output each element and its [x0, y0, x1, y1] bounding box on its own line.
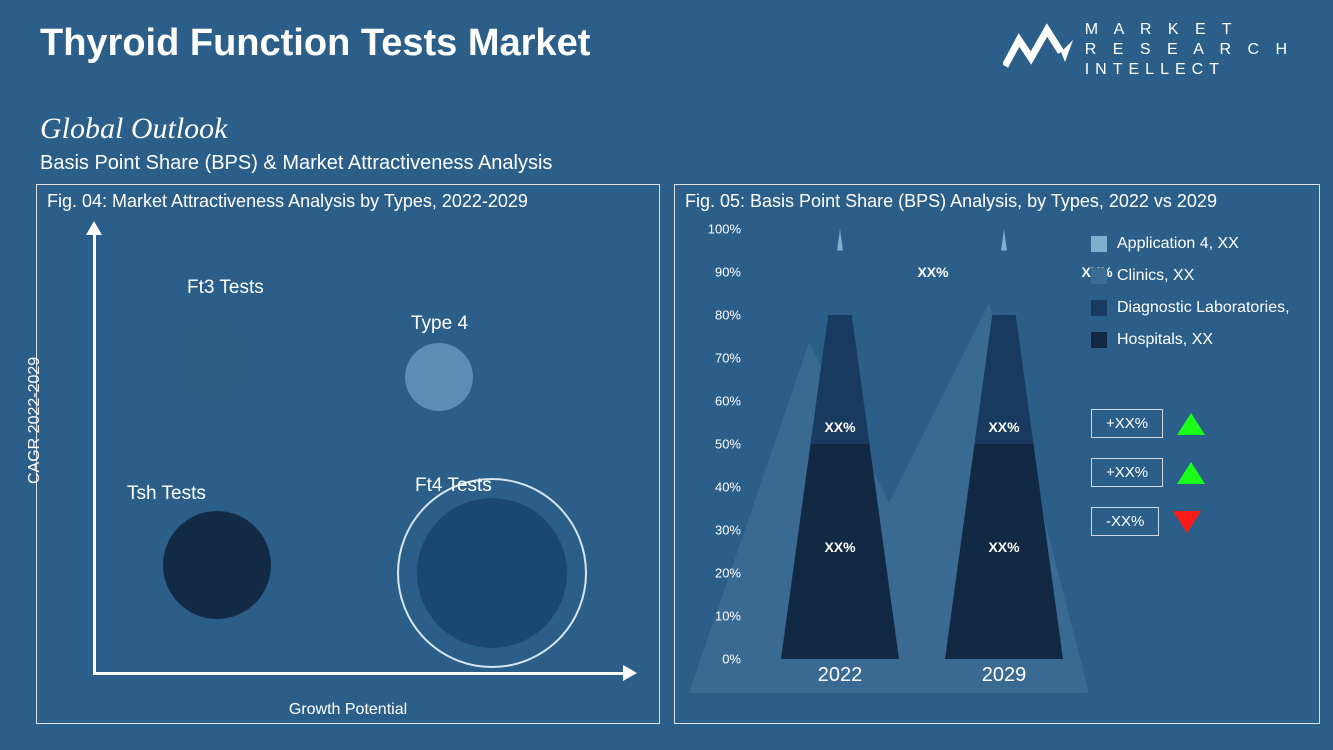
subtitle-global-outlook: Global Outlook [40, 112, 228, 146]
page-title: Thyroid Function Tests Market [40, 22, 590, 65]
fig05-change-value: +XX% [1091, 409, 1163, 438]
fig05-legend: Application 4, XX Clinics, XX Diagnostic L… [1091, 235, 1311, 536]
fig05-ytick: 60% [705, 394, 741, 409]
fig04-bubble-label: Ft4 Tests [415, 475, 492, 497]
fig05-change-row: -XX% [1091, 507, 1311, 536]
fig05-cone-xlabel: 2022 [781, 664, 899, 687]
fig04-bubble-label: Type 4 [411, 313, 468, 335]
fig05-change-value: +XX% [1091, 458, 1163, 487]
subtitle-bps: Basis Point Share (BPS) & Market Attract… [40, 152, 552, 175]
fig05-segment-pct: XX% [917, 264, 948, 280]
logo-text-l1: M A R K E T [1085, 20, 1293, 40]
fig05-legend-item: Hospitals, XX [1091, 331, 1311, 349]
fig04-y-axis-label: CAGR 2022-2029 [26, 357, 44, 484]
logo-text-l3: INTELLECT [1085, 60, 1293, 80]
fig05-cone [945, 229, 1063, 659]
logo-icon [1003, 22, 1075, 78]
fig05-segment-pct: XX% [824, 539, 855, 555]
fig05-ytick: 30% [705, 523, 741, 538]
fig05-ytick: 50% [705, 437, 741, 452]
fig04-bubble [168, 316, 256, 404]
fig05-cone [781, 229, 899, 659]
legend-swatch-icon [1091, 332, 1107, 348]
fig05-segment-pct: XX% [988, 419, 1019, 435]
fig05-ytick: 10% [705, 609, 741, 624]
fig04-panel: Fig. 04: Market Attractiveness Analysis … [36, 184, 660, 724]
fig04-y-axis [93, 227, 96, 675]
triangle-down-icon [1173, 511, 1201, 533]
fig05-chart-area: 0%10%20%30%40%50%60%70%80%90%100%XX%XX%X… [689, 229, 1089, 689]
fig05-cone-segment [828, 251, 852, 316]
fig05-legend-item: Clinics, XX [1091, 267, 1311, 285]
brand-logo: M A R K E T R E S E A R C H INTELLECT [1003, 20, 1293, 80]
fig05-segment-pct: XX% [824, 419, 855, 435]
fig04-x-axis-label: Growth Potential [289, 701, 407, 719]
fig05-ytick: 90% [705, 265, 741, 280]
fig04-x-axis [93, 672, 631, 675]
legend-swatch-icon [1091, 236, 1107, 252]
fig05-ytick: 0% [705, 652, 741, 667]
fig05-cone-segment [1001, 229, 1007, 251]
fig05-ytick: 20% [705, 566, 741, 581]
fig05-ytick: 40% [705, 480, 741, 495]
fig05-ytick: 100% [705, 222, 741, 237]
legend-label: Clinics, XX [1117, 267, 1194, 285]
legend-label: Diagnostic Laboratories, [1117, 299, 1290, 317]
fig05-legend-item: Diagnostic Laboratories, [1091, 299, 1311, 317]
legend-swatch-icon [1091, 300, 1107, 316]
fig04-bubble-label: Ft3 Tests [187, 277, 264, 299]
fig05-panel: Fig. 05: Basis Point Share (BPS) Analysi… [674, 184, 1320, 724]
fig04-bubble [163, 511, 271, 619]
fig05-cone-segment [837, 229, 843, 251]
fig05-cone-xlabel: 2029 [945, 664, 1063, 687]
fig05-legend-item: Application 4, XX [1091, 235, 1311, 253]
triangle-up-icon [1177, 413, 1205, 435]
fig05-segment-pct: XX% [988, 539, 1019, 555]
fig05-change-value: -XX% [1091, 507, 1159, 536]
legend-label: Hospitals, XX [1117, 331, 1213, 349]
fig05-ytick: 80% [705, 308, 741, 323]
triangle-up-icon [1177, 462, 1205, 484]
fig05-title: Fig. 05: Basis Point Share (BPS) Analysi… [685, 191, 1217, 212]
fig05-ytick: 70% [705, 351, 741, 366]
fig04-bubble [405, 343, 473, 411]
legend-swatch-icon [1091, 268, 1107, 284]
fig05-change-row: +XX% [1091, 409, 1311, 438]
legend-label: Application 4, XX [1117, 235, 1239, 253]
fig05-change-row: +XX% [1091, 458, 1311, 487]
fig05-cone-segment [992, 251, 1016, 316]
fig04-title: Fig. 04: Market Attractiveness Analysis … [47, 191, 528, 212]
fig04-bubble-label: Tsh Tests [127, 483, 206, 505]
fig04-bubble [417, 498, 567, 648]
logo-text-l2: R E S E A R C H [1085, 40, 1293, 60]
